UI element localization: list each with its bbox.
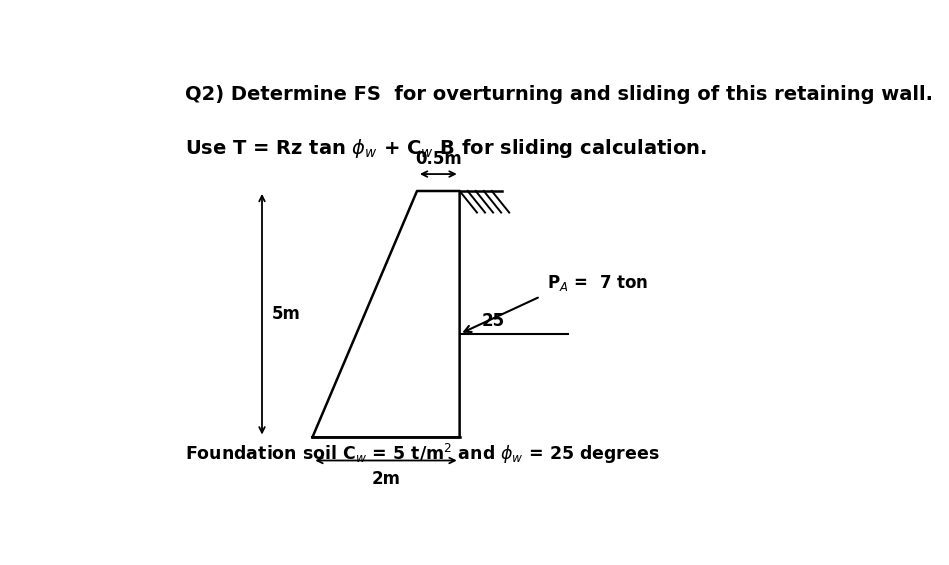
Text: 0.5m: 0.5m: [415, 150, 461, 168]
Text: 5m: 5m: [271, 305, 300, 323]
Text: 25: 25: [481, 312, 505, 330]
Text: Q2) Determine FS  for overturning and sliding of this retaining wall.: Q2) Determine FS for overturning and sli…: [185, 85, 933, 104]
Text: Foundation soil C$_w$ = 5 t/m$^2$ and $\phi_w$ = 25 degrees: Foundation soil C$_w$ = 5 t/m$^2$ and $\…: [185, 442, 660, 466]
Text: Use T = Rz tan $\phi_w$ + C$_w$ B for sliding calculation.: Use T = Rz tan $\phi_w$ + C$_w$ B for sl…: [185, 137, 707, 160]
Text: P$_A$ =  7 ton: P$_A$ = 7 ton: [547, 273, 648, 293]
Text: 2m: 2m: [371, 470, 400, 488]
